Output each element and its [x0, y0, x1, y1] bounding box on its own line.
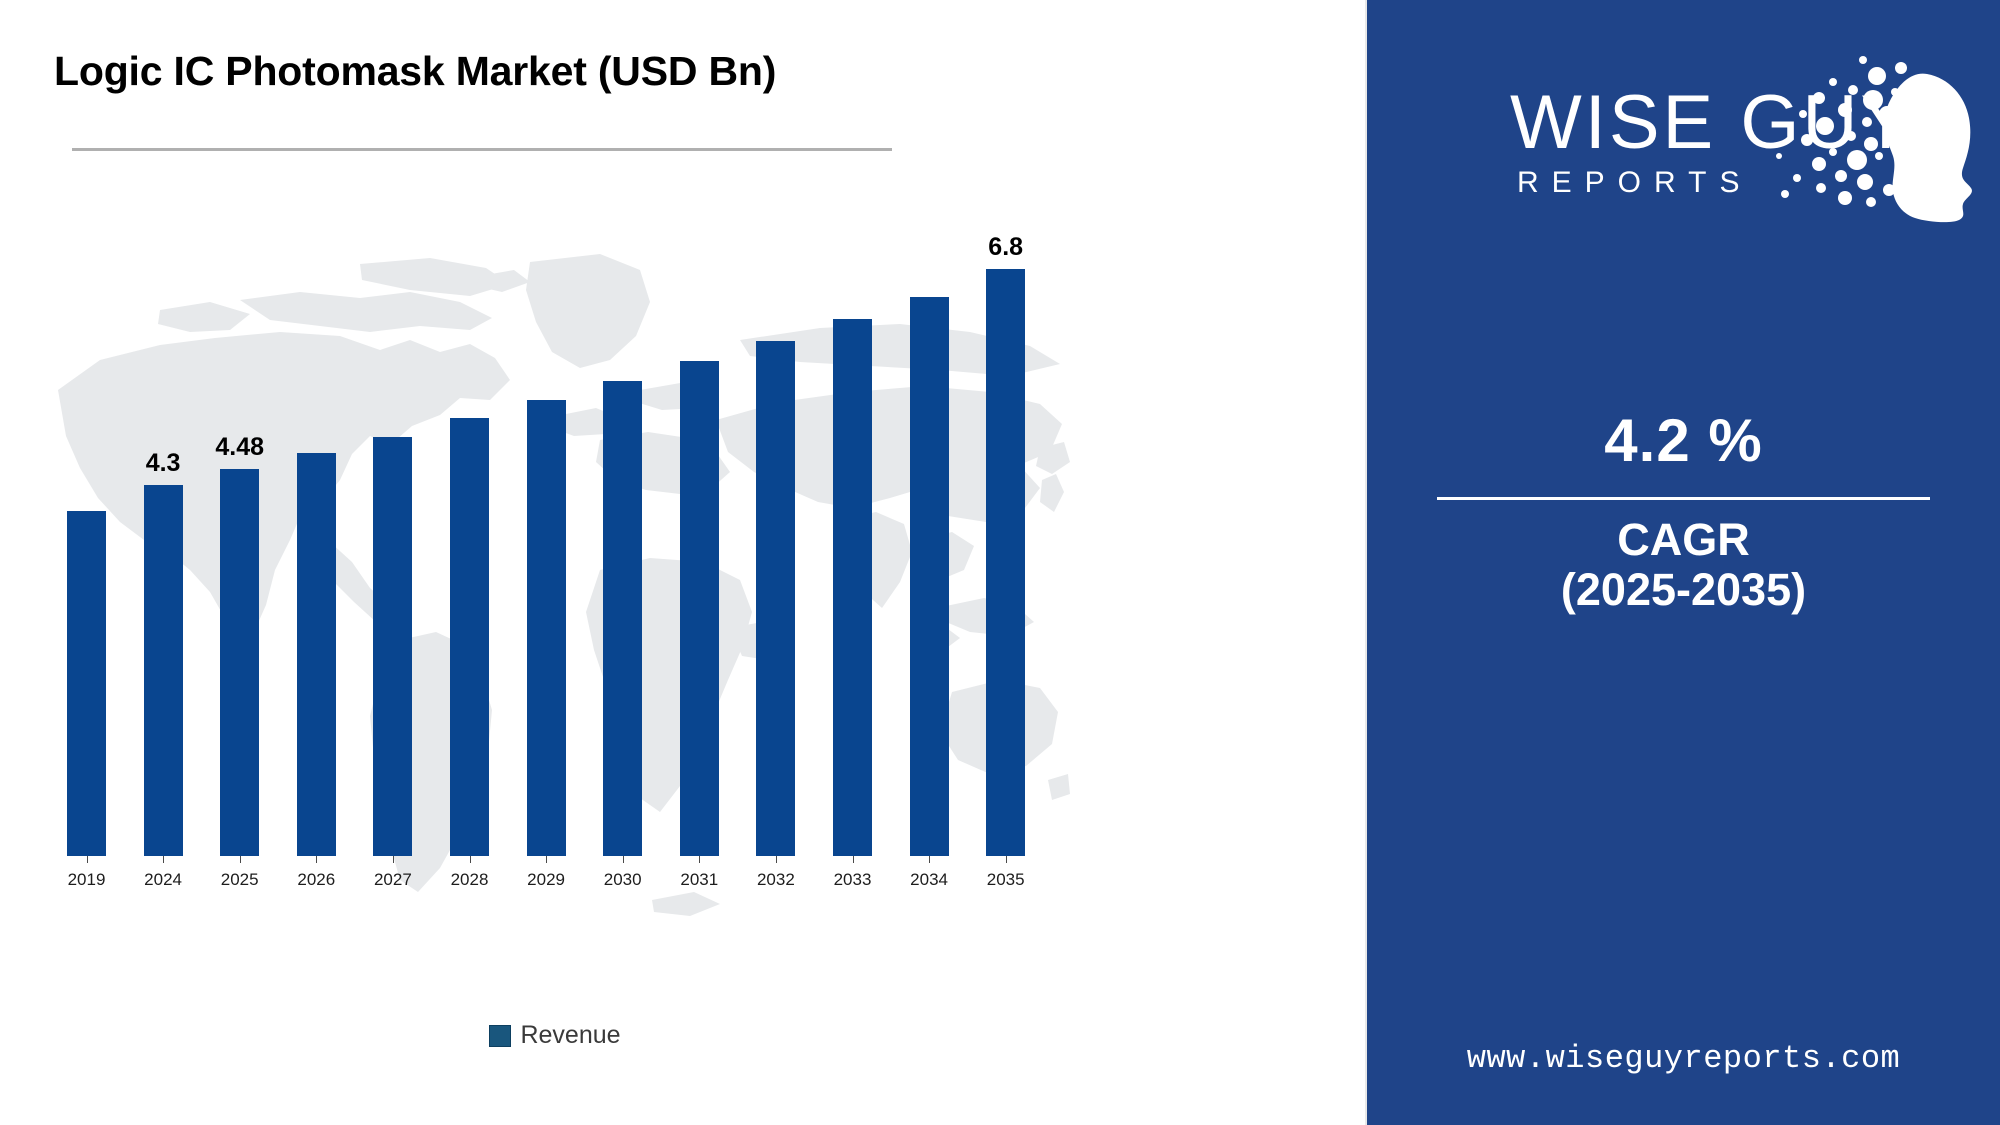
x-axis-label-2027: 2027 — [373, 870, 412, 889]
x-axis-label-2032: 2032 — [756, 870, 795, 889]
cagr-value: 4.2 % — [1604, 407, 1763, 474]
x-tick-2034 — [929, 856, 931, 863]
bar-2026 — [296, 452, 336, 856]
x-tick-2026 — [316, 856, 318, 863]
legend-swatch-revenue — [489, 1024, 512, 1047]
logo-secondary-text: REPORTS — [1517, 166, 1752, 199]
bar-value-label-2035: 6.8 — [988, 233, 1024, 262]
x-tick-2019 — [86, 856, 88, 863]
legend-label-revenue: Revenue — [520, 1021, 621, 1049]
bar-2033 — [833, 319, 872, 856]
bars-layer: 2019 2024 4.3 2025 4.48 2026 2027 2028 2029 2030 2… — [40, 200, 1070, 1056]
x-axis-label-2035: 2035 — [986, 870, 1025, 889]
cagr-label: CAGR (2025-2035) — [1367, 514, 2000, 616]
bar-2032 — [756, 340, 796, 856]
bar-2034 — [909, 296, 949, 856]
x-tick-2035 — [1005, 856, 1007, 863]
chart-legend: Revenue — [40, 1021, 1070, 1050]
page-title: Logic IC Photomask Market (USD Bn) — [54, 48, 777, 94]
cagr-divider — [1437, 497, 1930, 500]
website-url: www.wiseguyreports.com — [1466, 1040, 1901, 1077]
x-tick-2025 — [239, 856, 241, 863]
x-axis-label-2024: 2024 — [144, 870, 182, 889]
x-axis-label-2031: 2031 — [680, 870, 719, 889]
brand-panel: WISE GUY REPORTS — [1367, 0, 2000, 1125]
bar-value-label-2025: 4.48 — [215, 433, 265, 462]
bar-value-label-2024: 4.3 — [145, 448, 181, 477]
x-tick-2029 — [546, 856, 548, 863]
x-axis-label-2033: 2033 — [833, 870, 872, 889]
bar-2035 — [986, 269, 1026, 856]
x-tick-2027 — [392, 856, 394, 863]
x-tick-2028 — [469, 856, 471, 863]
bar-2030 — [603, 381, 643, 856]
x-axis-label-2026: 2026 — [297, 870, 336, 889]
x-axis-label-2019: 2019 — [67, 870, 106, 889]
bar-chart-plot: 2019 2024 4.3 2025 4.48 2026 2027 2028 2029 2030 2… — [40, 200, 1070, 1056]
bar-2028 — [450, 418, 489, 856]
x-tick-2031 — [699, 856, 701, 863]
bar-2031 — [679, 361, 719, 856]
x-axis-label-2034: 2034 — [910, 870, 948, 889]
title-divider — [72, 148, 892, 151]
x-axis-label-2028: 2028 — [450, 870, 489, 889]
bar-2025 — [220, 469, 260, 856]
chart-panel: Logic IC Photomask Market (USD Bn) — [40, 0, 1367, 1125]
x-tick-2030 — [622, 856, 624, 863]
bar-2027 — [373, 436, 413, 856]
cagr-label-line1: CAGR — [1617, 514, 1750, 565]
logo-primary-text: WISE GUY — [1510, 80, 1914, 165]
wiseguy-logo: WISE GUY REPORTS — [1367, 52, 2000, 227]
x-tick-2024 — [163, 856, 165, 863]
bar-2024 — [143, 484, 183, 856]
x-tick-2033 — [852, 856, 854, 863]
x-axis-label-2025: 2025 — [220, 870, 259, 889]
bar-2029 — [526, 400, 566, 856]
x-axis-label-2029: 2029 — [527, 870, 565, 889]
bar-2019 — [67, 510, 106, 856]
cagr-label-line2: (2025-2035) — [1560, 564, 1807, 616]
x-tick-2032 — [775, 856, 777, 863]
x-axis-label-2030: 2030 — [603, 870, 642, 889]
